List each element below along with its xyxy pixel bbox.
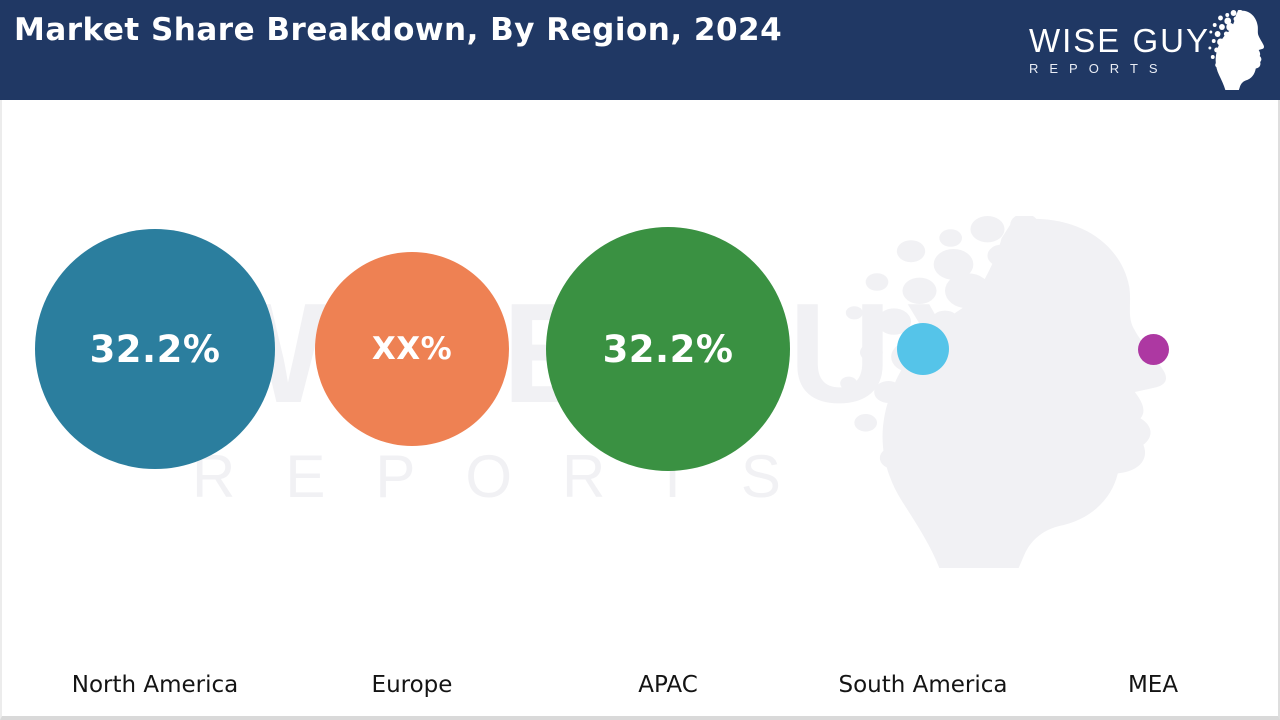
region-label-north-america: North America [71, 672, 239, 698]
region-label-mea: MEA [1127, 672, 1179, 698]
bubble-mea [1137, 333, 1169, 365]
region-label-europe: Europe [371, 672, 453, 698]
bubble-south-america [897, 323, 949, 375]
bubble-value-north-america: 32.2% [89, 327, 221, 371]
wise-guy-head-icon [1208, 10, 1264, 90]
logo-subtitle: REPORTS [1028, 61, 1169, 77]
header-bar: Market Share Breakdown, By Region, 2024 … [0, 0, 1280, 100]
chart-area: WISE GUY REPORTS 32.2%North AmericaXX%Eu… [0, 100, 1280, 720]
logo-name: WISE GUY [1028, 21, 1210, 59]
bubble-north-america: 32.2% [35, 229, 275, 469]
bubble-value-apac: 32.2% [602, 327, 734, 371]
watermark-head-icon [840, 216, 1166, 568]
wise-guy-logo: WISE GUY REPORTS [1029, 8, 1264, 92]
region-label-south-america: South America [838, 672, 1008, 698]
page-title: Market Share Breakdown, By Region, 2024 [14, 12, 783, 48]
bubble-europe: XX% [315, 252, 509, 446]
bubble-apac: 32.2% [546, 227, 790, 471]
bubble-value-europe: XX% [371, 331, 453, 367]
region-label-apac: APAC [638, 672, 698, 698]
watermark-reports-text: REPORTS [192, 443, 831, 510]
logo-text: WISE GUY REPORTS [1028, 21, 1210, 77]
